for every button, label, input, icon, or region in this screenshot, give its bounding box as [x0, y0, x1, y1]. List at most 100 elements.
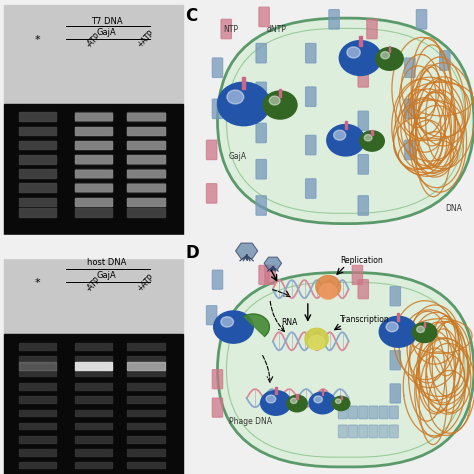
Bar [128, 141, 165, 149]
FancyBboxPatch shape [369, 406, 378, 419]
Text: dNTP: dNTP [267, 25, 287, 34]
Bar [19, 198, 56, 206]
FancyBboxPatch shape [352, 265, 363, 284]
FancyBboxPatch shape [259, 265, 269, 284]
Circle shape [417, 326, 425, 333]
Bar [19, 383, 56, 390]
Bar [75, 423, 112, 429]
FancyBboxPatch shape [359, 425, 368, 438]
FancyBboxPatch shape [338, 406, 347, 419]
Bar [75, 155, 112, 163]
Bar [19, 423, 56, 429]
Bar [75, 170, 112, 177]
Bar [128, 343, 165, 350]
Circle shape [381, 52, 390, 59]
FancyBboxPatch shape [405, 99, 415, 118]
Circle shape [332, 396, 350, 410]
FancyBboxPatch shape [358, 196, 368, 215]
Bar [128, 155, 165, 163]
Bar [75, 127, 112, 135]
Bar [19, 449, 56, 456]
Bar [19, 112, 56, 121]
Circle shape [412, 323, 437, 343]
Ellipse shape [305, 328, 328, 350]
FancyBboxPatch shape [212, 398, 223, 417]
Bar [275, 388, 277, 394]
Bar [75, 208, 112, 217]
Bar [296, 394, 298, 399]
Ellipse shape [319, 284, 337, 299]
Polygon shape [236, 243, 258, 259]
Bar [279, 90, 281, 97]
Bar [128, 184, 165, 191]
Text: +ATP: +ATP [136, 272, 156, 293]
FancyBboxPatch shape [390, 384, 401, 403]
Bar [128, 170, 165, 177]
Bar [75, 370, 112, 376]
Bar [19, 127, 56, 135]
Bar [75, 396, 112, 403]
FancyBboxPatch shape [256, 44, 266, 63]
Bar [75, 436, 112, 443]
Circle shape [360, 131, 384, 151]
Bar [75, 112, 112, 121]
Text: C: C [185, 7, 198, 25]
Text: DNA: DNA [445, 204, 462, 213]
Bar [128, 113, 165, 120]
Circle shape [379, 317, 417, 347]
Bar [75, 169, 112, 178]
Bar [19, 396, 56, 403]
Circle shape [339, 41, 381, 75]
FancyBboxPatch shape [358, 68, 368, 87]
Bar [75, 141, 112, 149]
Ellipse shape [309, 336, 325, 350]
Bar [19, 410, 56, 416]
Bar [389, 46, 391, 52]
FancyBboxPatch shape [348, 406, 357, 419]
Circle shape [266, 395, 276, 403]
FancyBboxPatch shape [206, 306, 217, 325]
Text: GajA: GajA [229, 152, 247, 161]
Text: +ATP: +ATP [136, 29, 156, 50]
Circle shape [376, 47, 403, 70]
Circle shape [291, 398, 297, 403]
FancyBboxPatch shape [306, 135, 316, 155]
Circle shape [364, 135, 372, 141]
Bar [128, 112, 165, 121]
FancyBboxPatch shape [227, 283, 465, 457]
FancyBboxPatch shape [416, 9, 427, 29]
Bar [19, 155, 56, 164]
Circle shape [347, 47, 360, 58]
FancyBboxPatch shape [264, 265, 275, 284]
FancyBboxPatch shape [338, 425, 347, 438]
Bar [424, 321, 425, 327]
Bar [4, 5, 183, 104]
FancyBboxPatch shape [212, 270, 223, 289]
Bar [75, 356, 112, 363]
FancyBboxPatch shape [306, 179, 316, 198]
FancyBboxPatch shape [358, 155, 368, 174]
FancyBboxPatch shape [256, 159, 266, 179]
Bar [128, 208, 165, 217]
Bar [128, 383, 165, 390]
Bar [128, 436, 165, 443]
Circle shape [309, 392, 336, 414]
FancyBboxPatch shape [389, 425, 398, 438]
FancyBboxPatch shape [405, 58, 415, 77]
Text: T7 DNA: T7 DNA [91, 17, 123, 26]
Circle shape [269, 96, 280, 105]
Bar [75, 343, 112, 350]
Circle shape [227, 90, 244, 104]
FancyBboxPatch shape [369, 425, 378, 438]
Bar [128, 141, 165, 149]
Text: NTP: NTP [223, 25, 238, 34]
Circle shape [218, 82, 270, 126]
Bar [75, 198, 112, 206]
Text: Transcription: Transcription [340, 316, 390, 324]
FancyBboxPatch shape [390, 351, 401, 370]
Bar [75, 183, 112, 192]
FancyBboxPatch shape [389, 406, 398, 419]
Polygon shape [264, 257, 282, 269]
FancyBboxPatch shape [218, 273, 474, 467]
Circle shape [261, 391, 291, 415]
